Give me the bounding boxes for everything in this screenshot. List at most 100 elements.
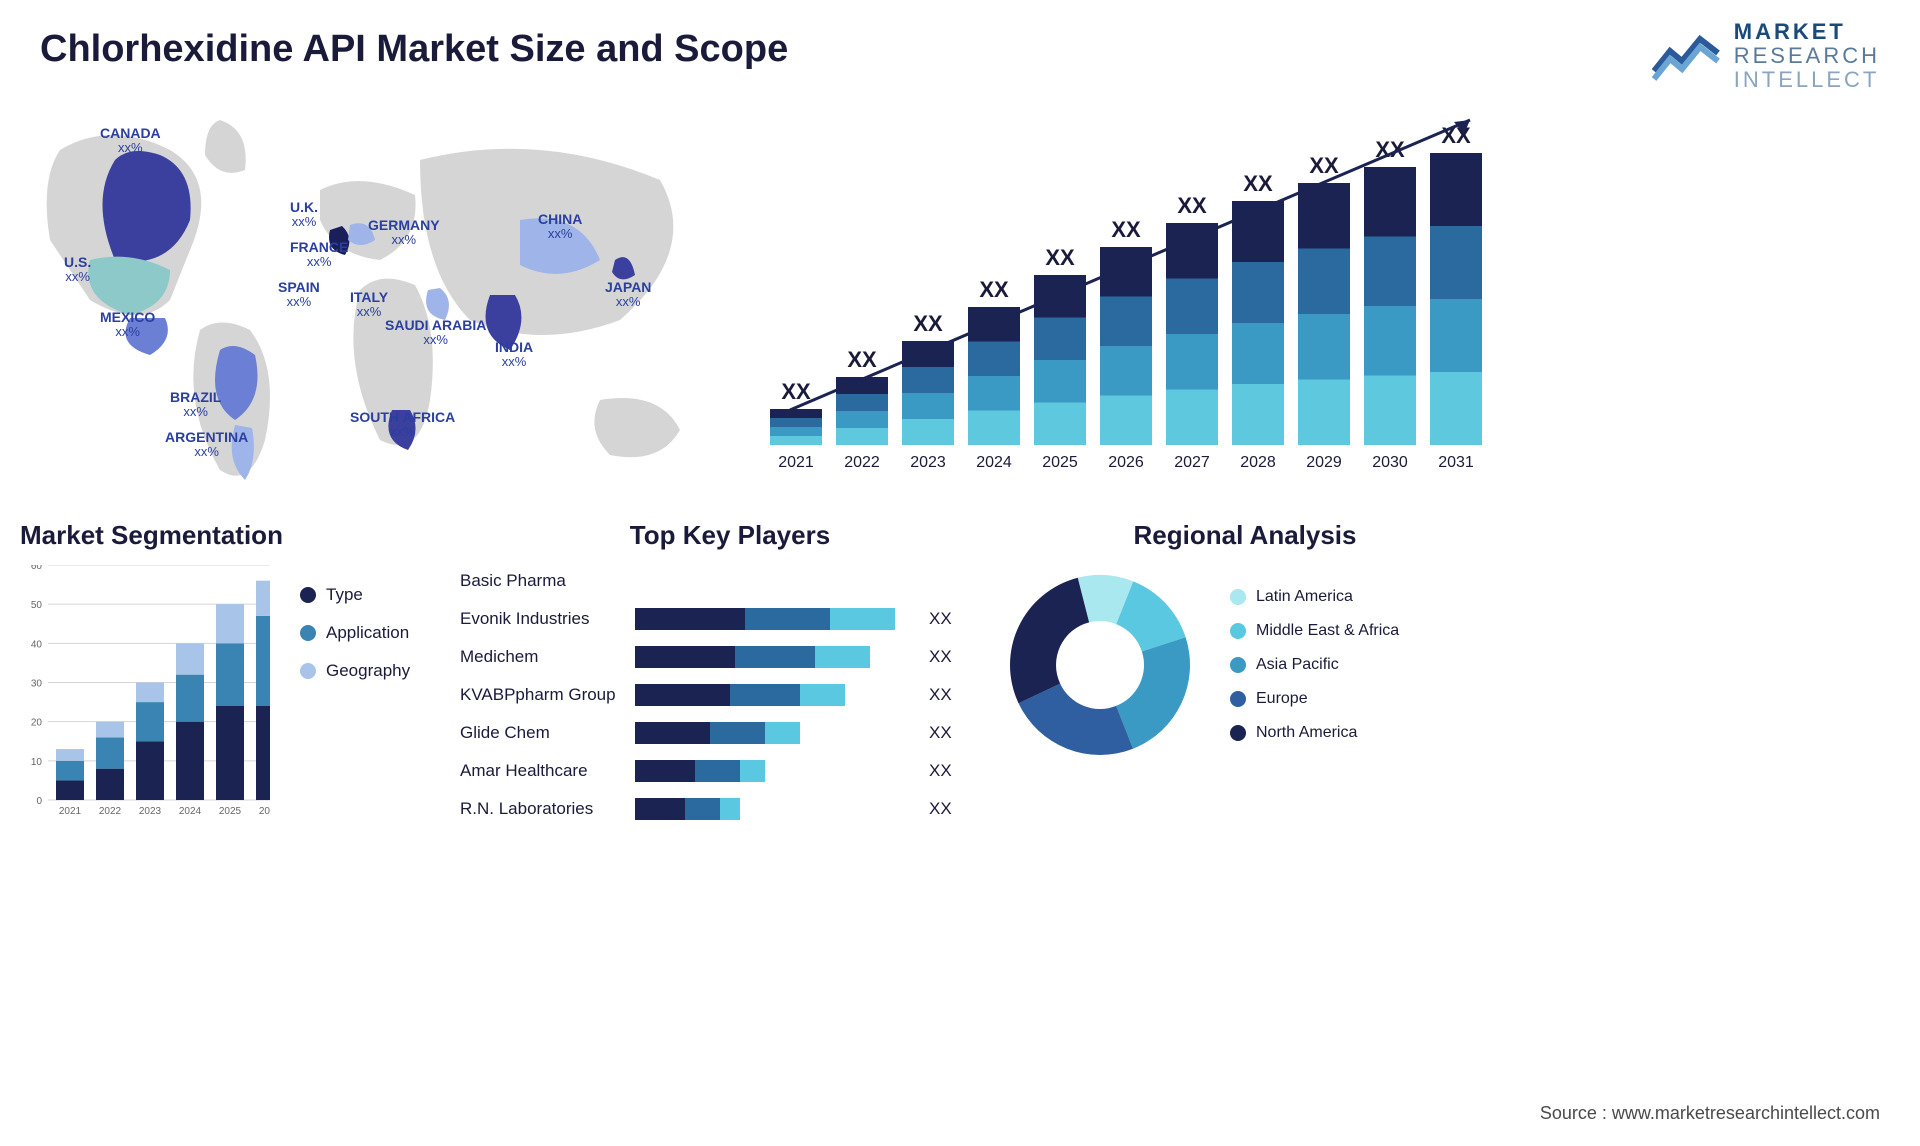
segmentation-title: Market Segmentation — [20, 520, 450, 551]
map-label-brazil: BRAZILxx% — [170, 390, 221, 420]
svg-text:XX: XX — [781, 379, 811, 404]
regional-panel: Regional Analysis Latin America Middle Ea… — [1000, 520, 1490, 765]
page-title: Chlorhexidine API Market Size and Scope — [40, 28, 788, 71]
svg-text:60: 60 — [31, 565, 43, 572]
player-bar-segment — [830, 608, 895, 630]
key-players-title: Top Key Players — [460, 520, 1000, 551]
legend-dot-icon — [1230, 691, 1246, 707]
player-bar — [635, 722, 915, 744]
player-row: Basic Pharma — [460, 565, 1000, 597]
regional-title: Regional Analysis — [1000, 520, 1490, 551]
world-map: CANADAxx%U.S.xx%MEXICOxx%BRAZILxx%ARGENT… — [20, 100, 740, 500]
legend-label: North America — [1256, 724, 1357, 742]
map-label-india: INDIAxx% — [495, 340, 533, 370]
player-bar-segment — [685, 798, 720, 820]
map-label-mexico: MEXICOxx% — [100, 310, 155, 340]
regional-legend-item: Europe — [1230, 690, 1399, 708]
player-name: Basic Pharma — [460, 571, 635, 591]
player-bar — [635, 608, 915, 630]
legend-dot-icon — [1230, 657, 1246, 673]
player-bar-segment — [745, 608, 830, 630]
regional-legend-item: North America — [1230, 724, 1399, 742]
player-bar-segment — [695, 760, 740, 782]
svg-text:10: 10 — [31, 757, 43, 768]
svg-text:XX: XX — [1243, 171, 1273, 196]
svg-text:20: 20 — [31, 718, 43, 729]
svg-text:2031: 2031 — [1438, 454, 1474, 471]
player-bar-segment — [800, 684, 845, 706]
map-label-japan: JAPANxx% — [605, 280, 651, 310]
segmentation-legend-item: Geography — [300, 661, 410, 681]
player-bar-segment — [635, 760, 695, 782]
segmentation-legend-item: Application — [300, 623, 410, 643]
map-label-saudi-arabia: SAUDI ARABIAxx% — [385, 318, 486, 348]
legend-dot-icon — [300, 587, 316, 603]
svg-text:2021: 2021 — [59, 806, 82, 817]
legend-label: Type — [326, 585, 363, 605]
key-players-panel: Top Key Players Basic Pharma Evonik Indus… — [460, 520, 1000, 831]
svg-text:50: 50 — [31, 600, 43, 611]
player-bar-segment — [635, 684, 730, 706]
player-bar-segment — [635, 798, 685, 820]
svg-text:2021: 2021 — [778, 454, 814, 471]
legend-dot-icon — [1230, 589, 1246, 605]
player-bar — [635, 760, 915, 782]
regional-legend-item: Latin America — [1230, 588, 1399, 606]
map-label-france: FRANCExx% — [290, 240, 348, 270]
player-bar-segment — [710, 722, 765, 744]
legend-label: Europe — [1256, 690, 1308, 708]
map-label-canada: CANADAxx% — [100, 126, 161, 156]
player-row: KVABPpharm GroupXX — [460, 679, 1000, 711]
player-bar-segment — [730, 684, 800, 706]
player-bar-segment — [635, 722, 710, 744]
legend-dot-icon — [300, 625, 316, 641]
logo-line1: MARKET — [1734, 20, 1880, 44]
player-value: XX — [929, 799, 952, 819]
svg-text:2024: 2024 — [976, 454, 1012, 471]
segmentation-panel: Market Segmentation 01020304050602021202… — [20, 520, 450, 825]
player-bar — [635, 684, 915, 706]
legend-label: Geography — [326, 661, 410, 681]
map-label-china: CHINAxx% — [538, 212, 582, 242]
source-attribution: Source : www.marketresearchintellect.com — [1540, 1103, 1880, 1124]
map-label-south-africa: SOUTH AFRICAxx% — [350, 410, 455, 440]
legend-label: Asia Pacific — [1256, 656, 1339, 674]
player-bar-segment — [765, 722, 800, 744]
map-label-italy: ITALYxx% — [350, 290, 388, 320]
player-row: R.N. LaboratoriesXX — [460, 793, 1000, 825]
player-value: XX — [929, 761, 952, 781]
legend-label: Latin America — [1256, 588, 1353, 606]
svg-text:2026: 2026 — [259, 806, 270, 817]
svg-text:2022: 2022 — [844, 454, 880, 471]
brand-logo: MARKET RESEARCH INTELLECT — [1652, 20, 1880, 93]
player-row: Evonik IndustriesXX — [460, 603, 1000, 635]
player-bar-segment — [815, 646, 870, 668]
regional-legend: Latin America Middle East & Africa Asia Pa… — [1230, 588, 1399, 742]
key-players-list: Basic Pharma Evonik IndustriesXX MedichemX… — [460, 565, 1000, 825]
player-row: MedichemXX — [460, 641, 1000, 673]
main-growth-chart: XX2021XX2022XX2023XX2024XX2025XX2026XX20… — [760, 100, 1490, 490]
player-value: XX — [929, 609, 952, 629]
player-value: XX — [929, 723, 952, 743]
player-bar-segment — [720, 798, 740, 820]
legend-label: Application — [326, 623, 409, 643]
svg-text:2029: 2029 — [1306, 454, 1342, 471]
player-name: Amar Healthcare — [460, 761, 635, 781]
regional-legend-item: Middle East & Africa — [1230, 622, 1399, 640]
player-bar — [635, 646, 915, 668]
logo-mark-icon — [1652, 31, 1722, 81]
legend-dot-icon — [1230, 725, 1246, 741]
legend-dot-icon — [300, 663, 316, 679]
svg-text:2028: 2028 — [1240, 454, 1276, 471]
player-name: KVABPpharm Group — [460, 685, 635, 705]
svg-text:2024: 2024 — [179, 806, 202, 817]
logo-line2: RESEARCH — [1734, 44, 1880, 68]
player-name: Glide Chem — [460, 723, 635, 743]
regional-donut-chart — [1000, 565, 1200, 765]
player-bar — [635, 798, 915, 820]
map-label-u-k-: U.K.xx% — [290, 200, 318, 230]
player-value: XX — [929, 647, 952, 667]
svg-text:XX: XX — [1309, 153, 1339, 178]
map-label-u-s-: U.S.xx% — [64, 255, 91, 285]
svg-text:XX: XX — [913, 311, 943, 336]
